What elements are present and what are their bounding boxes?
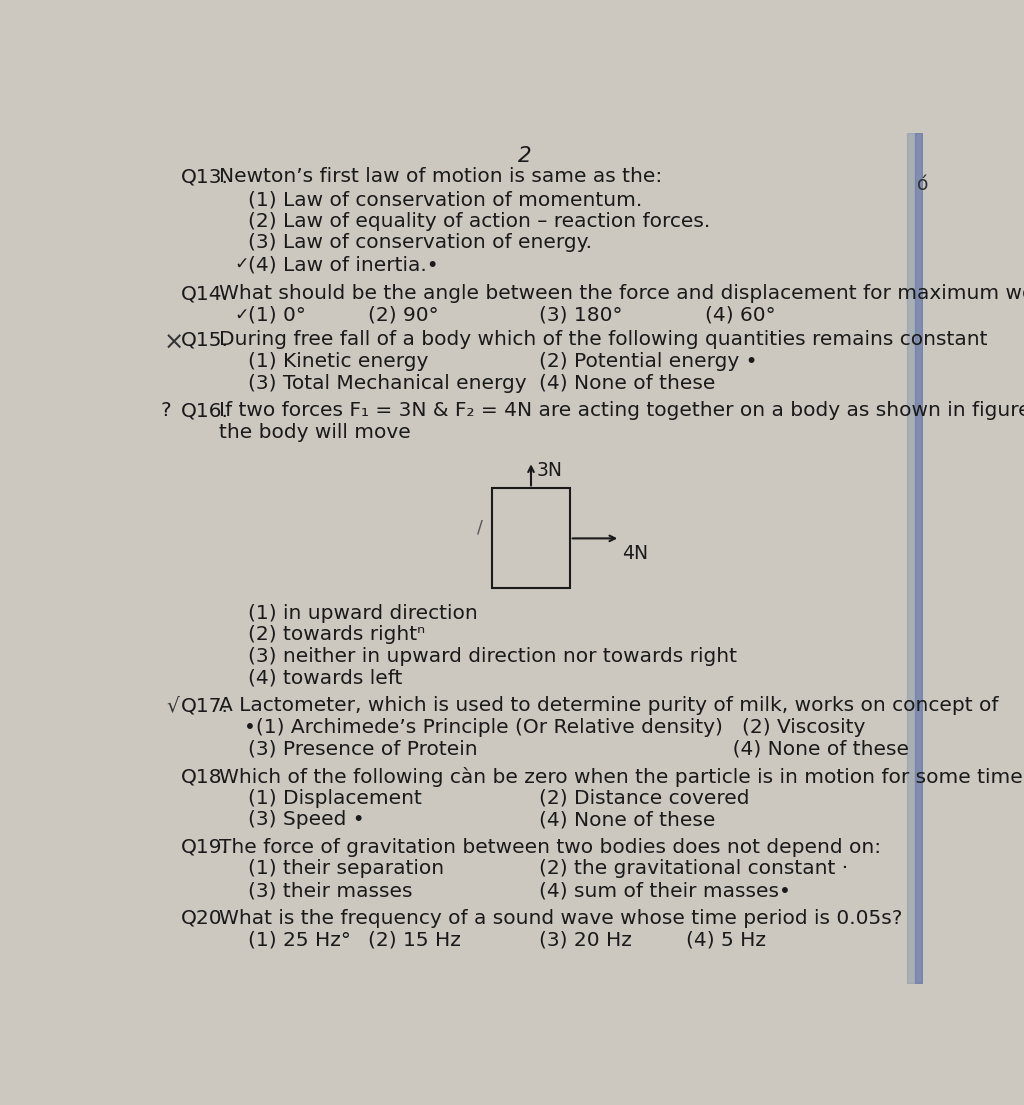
Text: (2) the gravitational constant ·: (2) the gravitational constant · <box>539 860 848 878</box>
Text: (1) Kinetic energy: (1) Kinetic energy <box>248 352 428 371</box>
Text: the body will move: the body will move <box>219 423 412 442</box>
Text: A Lactometer, which is used to determine purity of milk, works on concept of: A Lactometer, which is used to determine… <box>219 696 999 715</box>
Text: ×: × <box>164 330 184 355</box>
Text: Newton’s first law of motion is same as the:: Newton’s first law of motion is same as … <box>219 167 663 187</box>
Text: (3) Total Mechanical energy: (3) Total Mechanical energy <box>248 373 526 392</box>
Text: 4N: 4N <box>623 544 648 562</box>
Text: Q15.: Q15. <box>180 330 228 349</box>
Text: Q13.: Q13. <box>180 167 228 187</box>
Text: (2) 90°: (2) 90° <box>369 306 439 325</box>
Text: ✓: ✓ <box>234 255 249 273</box>
Text: (4) 60°: (4) 60° <box>706 306 776 325</box>
Text: Q18.: Q18. <box>180 767 228 786</box>
Text: (2) Law of equality of action – reaction forces.: (2) Law of equality of action – reaction… <box>248 212 711 231</box>
Text: ?: ? <box>161 401 171 420</box>
Text: (4) Law of inertia.•: (4) Law of inertia.• <box>248 255 438 274</box>
Text: ✓: ✓ <box>234 306 249 324</box>
Text: (4) 5 Hz: (4) 5 Hz <box>686 930 766 949</box>
Text: 2: 2 <box>518 147 531 167</box>
Text: 3N: 3N <box>537 462 562 481</box>
Text: During free fall of a body which of the following quantities remains constant: During free fall of a body which of the … <box>219 330 988 349</box>
Text: (1) Law of conservation of momentum.: (1) Law of conservation of momentum. <box>248 190 642 209</box>
Text: (1) 25 Hz°: (1) 25 Hz° <box>248 930 351 949</box>
Text: (2) 15 Hz: (2) 15 Hz <box>369 930 461 949</box>
Text: Q16.: Q16. <box>180 401 228 420</box>
Text: Q19.: Q19. <box>180 838 228 856</box>
Text: What is the frequency of a sound wave whose time period is 0.05s?: What is the frequency of a sound wave wh… <box>219 908 903 928</box>
Text: (3) neither in upward direction nor towards right: (3) neither in upward direction nor towa… <box>248 646 737 666</box>
Text: The force of gravitation between two bodies does not depend on:: The force of gravitation between two bod… <box>219 838 882 856</box>
Text: (4) None of these: (4) None of these <box>539 373 715 392</box>
Text: (2) Potential energy •: (2) Potential energy • <box>539 352 758 371</box>
Bar <box>493 488 569 589</box>
Text: (4) towards left: (4) towards left <box>248 669 402 687</box>
Text: (3) 180°: (3) 180° <box>539 306 623 325</box>
Text: (1) Displacement: (1) Displacement <box>248 789 422 808</box>
Text: (1) their separation: (1) their separation <box>248 860 444 878</box>
Text: (3) Presence of Protein                                        (4) None of these: (3) Presence of Protein (4) None of thes… <box>248 739 909 758</box>
Text: (4) None of these: (4) None of these <box>539 810 715 829</box>
Text: ó: ó <box>916 175 929 194</box>
Text: /: / <box>477 518 482 536</box>
Text: √: √ <box>167 696 179 715</box>
Text: Q17.: Q17. <box>180 696 228 715</box>
Text: (1) in upward direction: (1) in upward direction <box>248 603 478 623</box>
Text: (3) Speed •: (3) Speed • <box>248 810 365 829</box>
Text: Q14.: Q14. <box>180 284 228 303</box>
Text: Q20.: Q20. <box>180 908 228 928</box>
Text: If two forces F₁ = 3N & F₂ = 4N are acting together on a body as shown in figure: If two forces F₁ = 3N & F₂ = 4N are acti… <box>219 401 1024 420</box>
Text: Which of the following càn be zero when the particle is in motion for some time?: Which of the following càn be zero when … <box>219 767 1024 787</box>
Text: (3) Law of conservation of energy.: (3) Law of conservation of energy. <box>248 233 592 252</box>
Text: (3) 20 Hz: (3) 20 Hz <box>539 930 632 949</box>
Text: What should be the angle between the force and displacement for maximum work?: What should be the angle between the for… <box>219 284 1024 303</box>
Text: (1) 0°: (1) 0° <box>248 306 306 325</box>
Text: (2) Distance covered: (2) Distance covered <box>539 789 750 808</box>
Text: (2) towards rightⁿ: (2) towards rightⁿ <box>248 625 425 644</box>
Text: •(1) Archimede’s Principle (Or Relative density)   (2) Viscosity: •(1) Archimede’s Principle (Or Relative … <box>245 718 865 737</box>
Text: (4) sum of their masses•: (4) sum of their masses• <box>539 881 791 901</box>
Text: (3) their masses: (3) their masses <box>248 881 413 901</box>
